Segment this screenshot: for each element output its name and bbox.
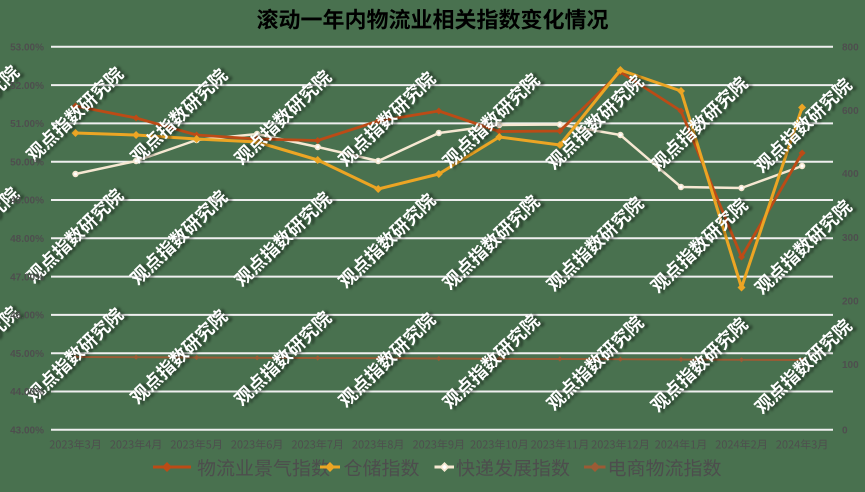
svg-text:300: 300 [842, 233, 859, 244]
svg-text:46.00%: 46.00% [10, 311, 44, 322]
svg-text:44.00%: 44.00% [10, 387, 44, 398]
svg-text:50.00%: 50.00% [10, 157, 44, 168]
svg-text:52.00%: 52.00% [10, 81, 44, 92]
svg-text:51.00%: 51.00% [10, 119, 44, 130]
svg-text:47.00%: 47.00% [10, 272, 44, 283]
svg-text:45.00%: 45.00% [10, 349, 44, 360]
svg-text:43.00%: 43.00% [10, 426, 44, 437]
svg-text:400: 400 [842, 169, 859, 180]
svg-text:800: 800 [842, 42, 859, 53]
svg-text:48.00%: 48.00% [10, 234, 44, 245]
svg-text:49.00%: 49.00% [10, 196, 44, 207]
svg-text:200: 200 [842, 297, 859, 308]
svg-text:53.00%: 53.00% [10, 43, 44, 54]
svg-text:0: 0 [842, 425, 848, 436]
svg-text:600: 600 [842, 106, 859, 117]
svg-text:100: 100 [842, 360, 859, 371]
